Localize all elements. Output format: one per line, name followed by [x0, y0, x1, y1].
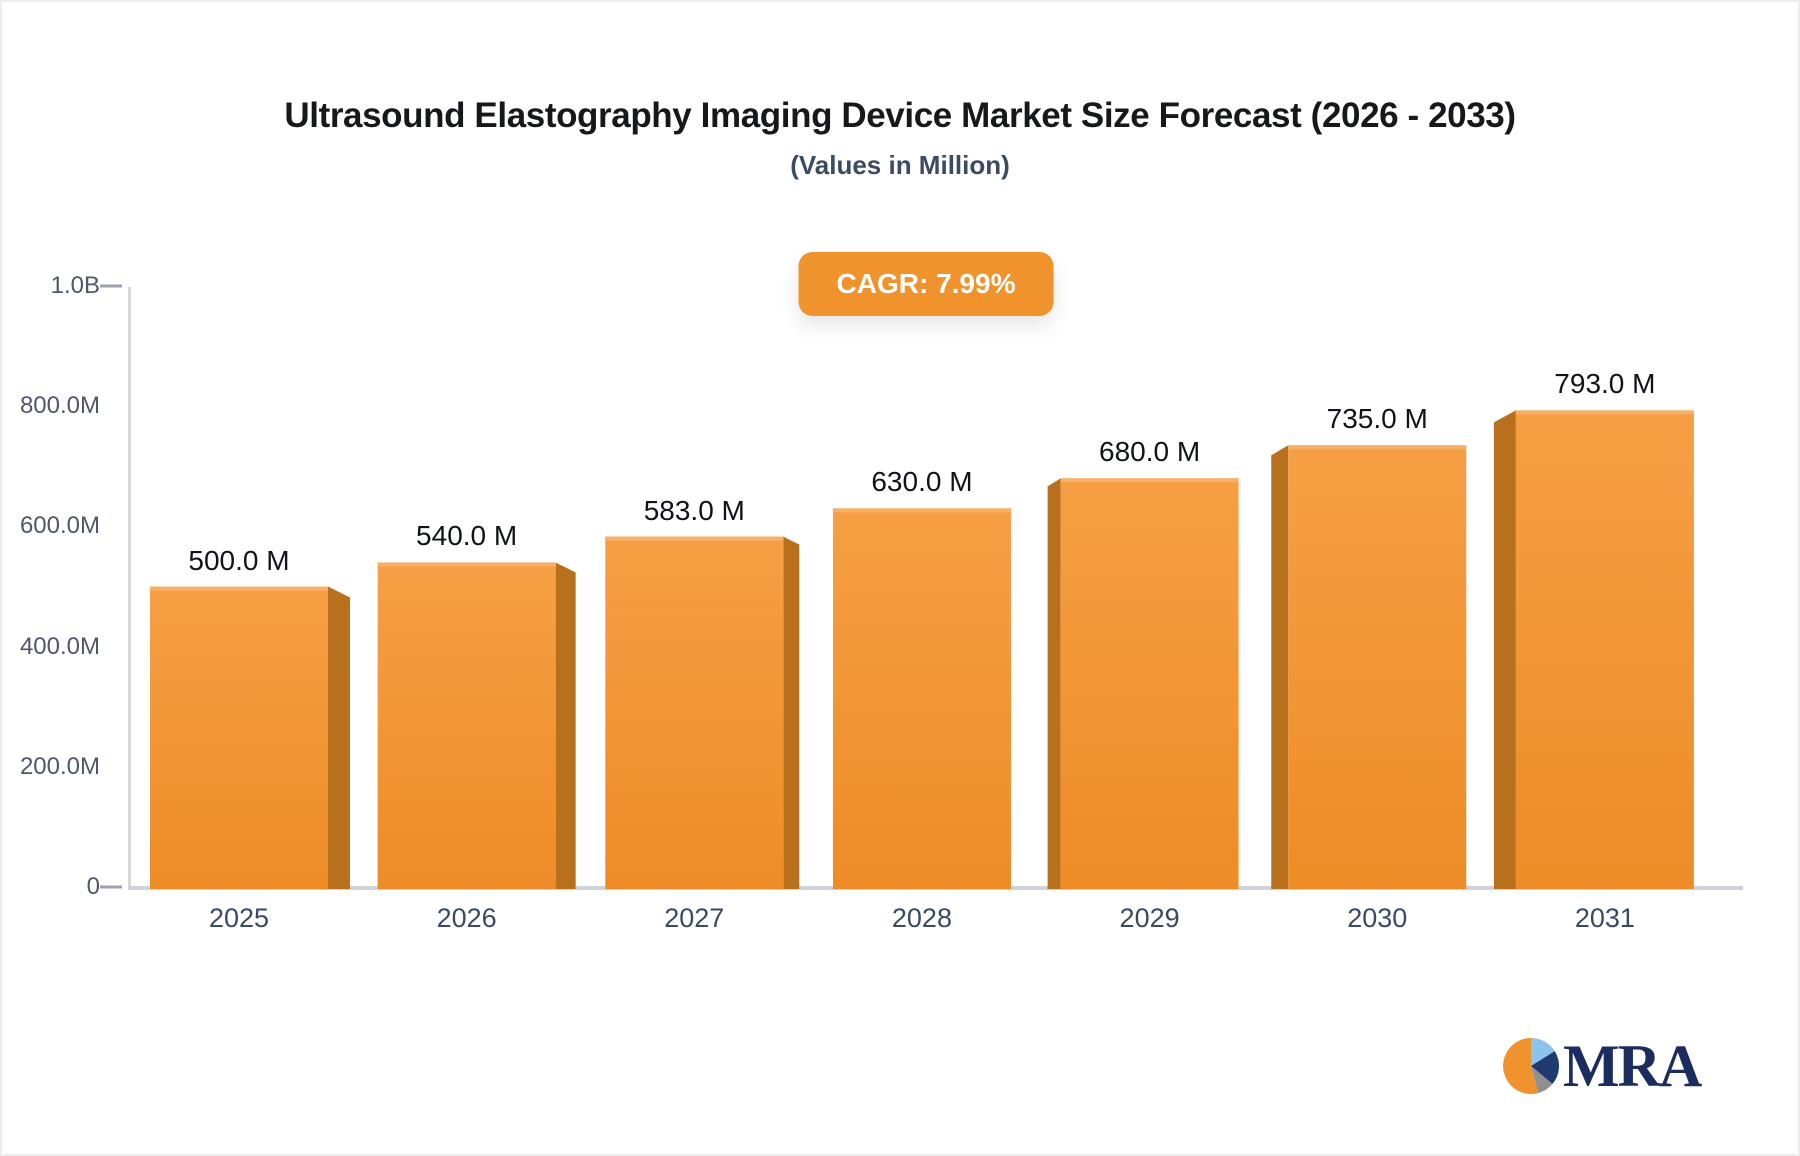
bar-side-face: [555, 562, 576, 889]
bar-side-face: [1047, 478, 1061, 889]
logo-pie-slice-gray: [1531, 1066, 1553, 1094]
y-tick-label: 800.0M: [19, 392, 100, 420]
x-axis-label: 2025: [208, 903, 270, 933]
mra-logo-pie-icon: [1503, 1038, 1559, 1094]
x-axis-label: 2028: [891, 903, 952, 933]
bar-2027: [605, 536, 800, 889]
bar-top-highlight: [605, 536, 784, 541]
bar-side-face: [1493, 410, 1516, 889]
bar-value-label: 680.0 M: [1099, 436, 1201, 468]
bar-top-highlight: [832, 508, 1011, 513]
bar-top-highlight: [150, 586, 328, 591]
bar-side-face: [783, 536, 800, 889]
x-axis-label: 2029: [1119, 903, 1180, 933]
logo-pie-slice-orange: [1503, 1038, 1539, 1094]
bar-face: [1060, 478, 1239, 889]
chart-title: Ultrasound Elastography Imaging Device M…: [284, 96, 1516, 135]
bar-value-label: 793.0 M: [1554, 368, 1656, 400]
bar-value-label: 735.0 M: [1326, 403, 1428, 435]
bar-face: [1288, 445, 1467, 889]
bar-2028: [832, 508, 1011, 889]
bar-value-label: 630.0 M: [871, 466, 973, 498]
chart-subtitle: (Values in Million): [790, 150, 1010, 180]
bar-top-highlight: [1288, 445, 1467, 450]
x-axis-label: 2027: [664, 903, 725, 933]
y-tick-label: 600.0M: [19, 512, 100, 540]
logo-pie-slice-lightblue: [1531, 1038, 1555, 1066]
bar-2030: [1271, 445, 1467, 889]
mra-logo: MRA: [1503, 1033, 1702, 1099]
bar-top-highlight: [1060, 478, 1239, 483]
x-axis-label: 2026: [436, 903, 497, 933]
bar-side-face: [1271, 445, 1289, 889]
y-tick-mark: [100, 885, 122, 889]
y-axis-line: [128, 287, 131, 889]
bar-face: [377, 562, 556, 889]
y-tick-mark: [100, 284, 122, 288]
logo-pie-slice-navy: [1531, 1051, 1559, 1085]
bar-top-highlight: [377, 562, 556, 567]
mra-logo-text: MRA: [1563, 1033, 1702, 1099]
x-axis-label: 2030: [1347, 903, 1408, 933]
bar-top-highlight: [1515, 410, 1694, 415]
bar-value-label: 583.0 M: [643, 494, 745, 526]
cagr-badge: CAGR: 7.99%: [798, 252, 1054, 316]
bar-2025: [150, 586, 350, 889]
bar-value-label: 500.0 M: [188, 544, 290, 576]
bar-value-label: 540.0 M: [416, 520, 518, 552]
bar-side-face: [328, 586, 350, 889]
y-tick-label: 1.0B: [50, 272, 100, 299]
y-tick-label: 0: [86, 873, 100, 900]
bar-face: [150, 586, 328, 889]
x-axis-label: 2031: [1574, 903, 1635, 933]
bar-face: [605, 536, 784, 889]
y-tick-label: 400.0M: [19, 632, 100, 660]
bar-2031: [1493, 410, 1694, 889]
bar-face: [832, 508, 1011, 889]
y-tick-label: 200.0M: [19, 752, 100, 780]
bar-2029: [1047, 478, 1239, 889]
bar-2026: [377, 562, 576, 889]
bar-face: [1515, 410, 1694, 889]
